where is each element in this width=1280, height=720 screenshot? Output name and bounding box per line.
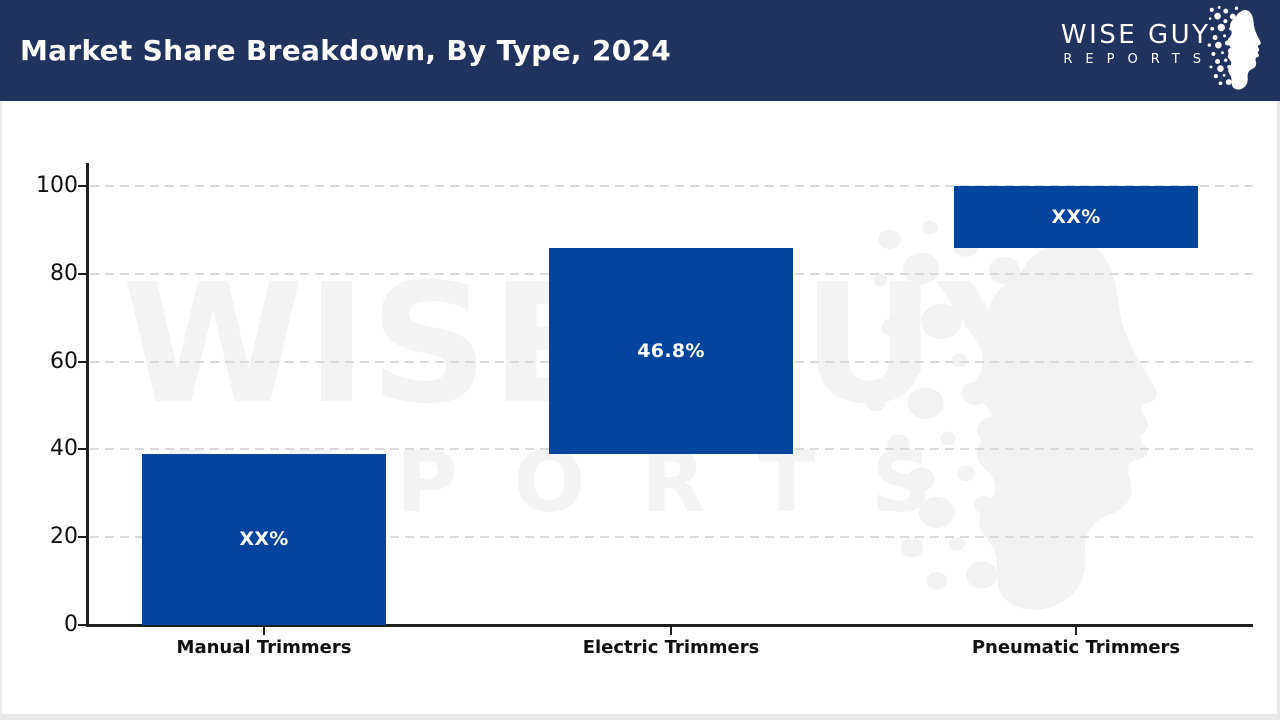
y-axis-line (86, 163, 89, 627)
header-bar: Market Share Breakdown, By Type, 2024 WI… (0, 0, 1280, 101)
x-category-label: Electric Trimmers (582, 637, 760, 658)
y-tick-mark-100 (78, 185, 87, 187)
bar-value-label: XX% (239, 528, 289, 551)
y-tick-mark-80 (78, 272, 87, 275)
y-tick-label-60: 60 (50, 348, 78, 374)
bar-value-label: XX% (1051, 206, 1101, 229)
y-tick-mark-60 (78, 360, 87, 363)
bar-value-label: 46.8% (637, 340, 705, 363)
y-tick-label-80: 80 (50, 260, 78, 286)
brand-name: WISE GUY (1060, 20, 1211, 50)
page-title: Market Share Breakdown, By Type, 2024 (20, 34, 672, 67)
brand-logo: WISE GUY REPORTS (1057, 4, 1272, 90)
bar-manual-trimmers: XX% (142, 453, 386, 625)
x-tick-mark (1075, 627, 1077, 635)
y-tick-label-100: 100 (36, 173, 78, 198)
page-edge-right (1277, 101, 1280, 720)
brand-head-icon (1207, 5, 1261, 90)
y-tick-label-0: 0 (64, 612, 78, 637)
x-tick-mark (263, 627, 265, 635)
x-axis-line (86, 624, 1253, 627)
y-tick-mark-40 (78, 448, 87, 451)
y-tick-label-20: 20 (50, 524, 78, 550)
y-tick-mark-20 (78, 536, 87, 539)
gridline-y-20 (90, 536, 1253, 539)
bar-electric-trimmers: 46.8% (549, 248, 793, 454)
page-edge-left (0, 101, 2, 720)
gridline-y-100 (90, 185, 1253, 187)
x-category-label: Pneumatic Trimmers (971, 637, 1181, 658)
brand-wordmark: WISE GUY REPORTS (1057, 22, 1214, 67)
x-tick-mark (670, 627, 672, 635)
brand-subtitle: REPORTS (1063, 52, 1214, 67)
bar-pneumatic-trimmers: XX% (954, 186, 1198, 249)
x-category-label: Manual Trimmers (176, 637, 352, 658)
y-tick-label-40: 40 (50, 436, 78, 462)
y-tick-mark-0 (78, 624, 87, 626)
page-edge-bottom (0, 714, 1280, 720)
